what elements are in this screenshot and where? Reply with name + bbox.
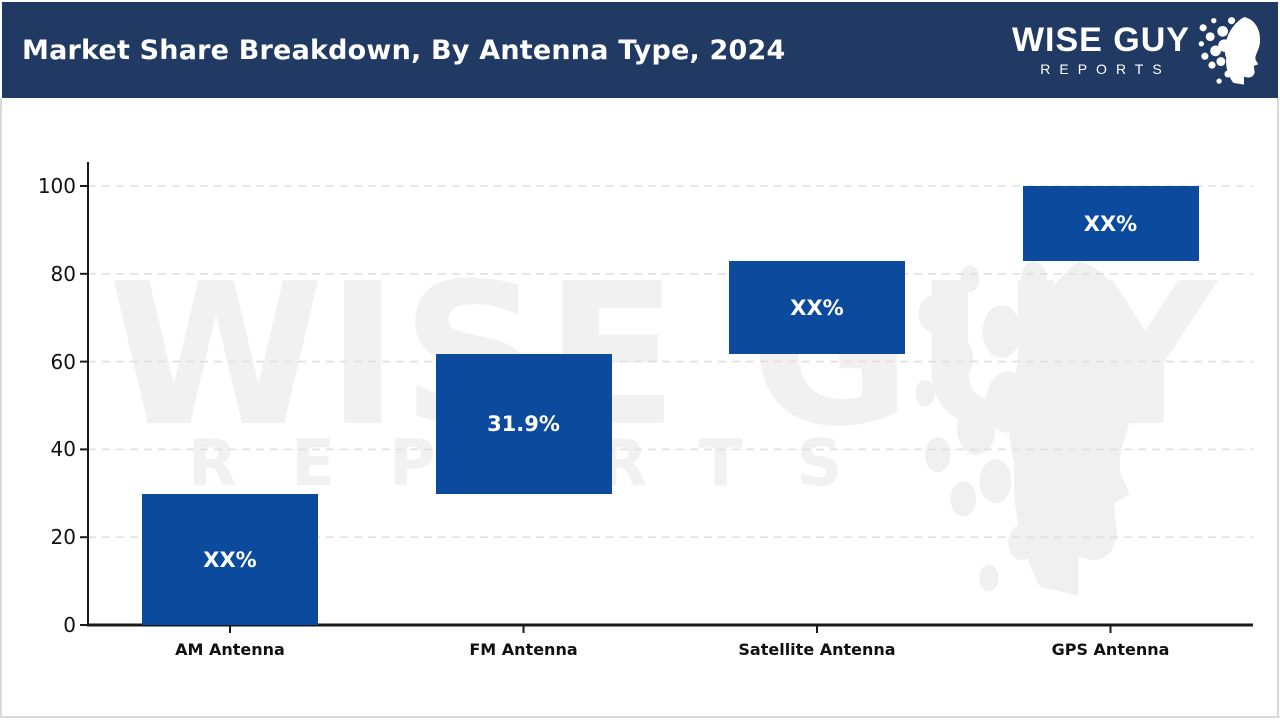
chart-title: Market Share Breakdown, By Antenna Type,… xyxy=(22,34,786,66)
ytick-label-80: 80 xyxy=(50,261,76,286)
ytick-label-40: 40 xyxy=(50,437,76,462)
page-border-right xyxy=(1277,98,1279,717)
category-label-3: GPS Antenna xyxy=(1051,640,1170,659)
wiseguy-logo: WISE GUY REPORTS xyxy=(1012,10,1264,90)
category-label-1: FM Antenna xyxy=(469,640,578,659)
logo-face-icon xyxy=(1198,17,1261,85)
bar-value-label: XX% xyxy=(203,547,257,572)
ytick-label-20: 20 xyxy=(50,525,76,550)
page-border-bottom xyxy=(0,716,1280,718)
bar-value-label: 31.9% xyxy=(487,412,560,437)
ytick-label-0: 0 xyxy=(63,613,76,637)
logo-wiseguy-label: WISE GUY xyxy=(1011,21,1190,60)
bar-am-antenna: XX% xyxy=(142,494,318,625)
category-label-0: AM Antenna xyxy=(175,640,285,659)
ytick-label-100: 100 xyxy=(37,174,76,198)
logo-reports-label: REPORTS xyxy=(1040,60,1171,77)
page-border-left xyxy=(0,98,2,717)
bar-fm-antenna: 31.9% xyxy=(435,354,612,495)
bar-value-label: XX% xyxy=(1083,211,1138,236)
ytick-label-60: 60 xyxy=(50,349,76,374)
wiseguy-logo-text: WISE GUY REPORTS xyxy=(1011,21,1190,77)
bar-satellite-antenna: XX% xyxy=(729,261,905,355)
category-label-2: Satellite Antenna xyxy=(738,640,896,659)
bar-gps-antenna: XX% xyxy=(1022,186,1199,262)
bar-value-label: XX% xyxy=(790,295,844,320)
header-bar: Market Share Breakdown, By Antenna Type,… xyxy=(2,2,1278,98)
